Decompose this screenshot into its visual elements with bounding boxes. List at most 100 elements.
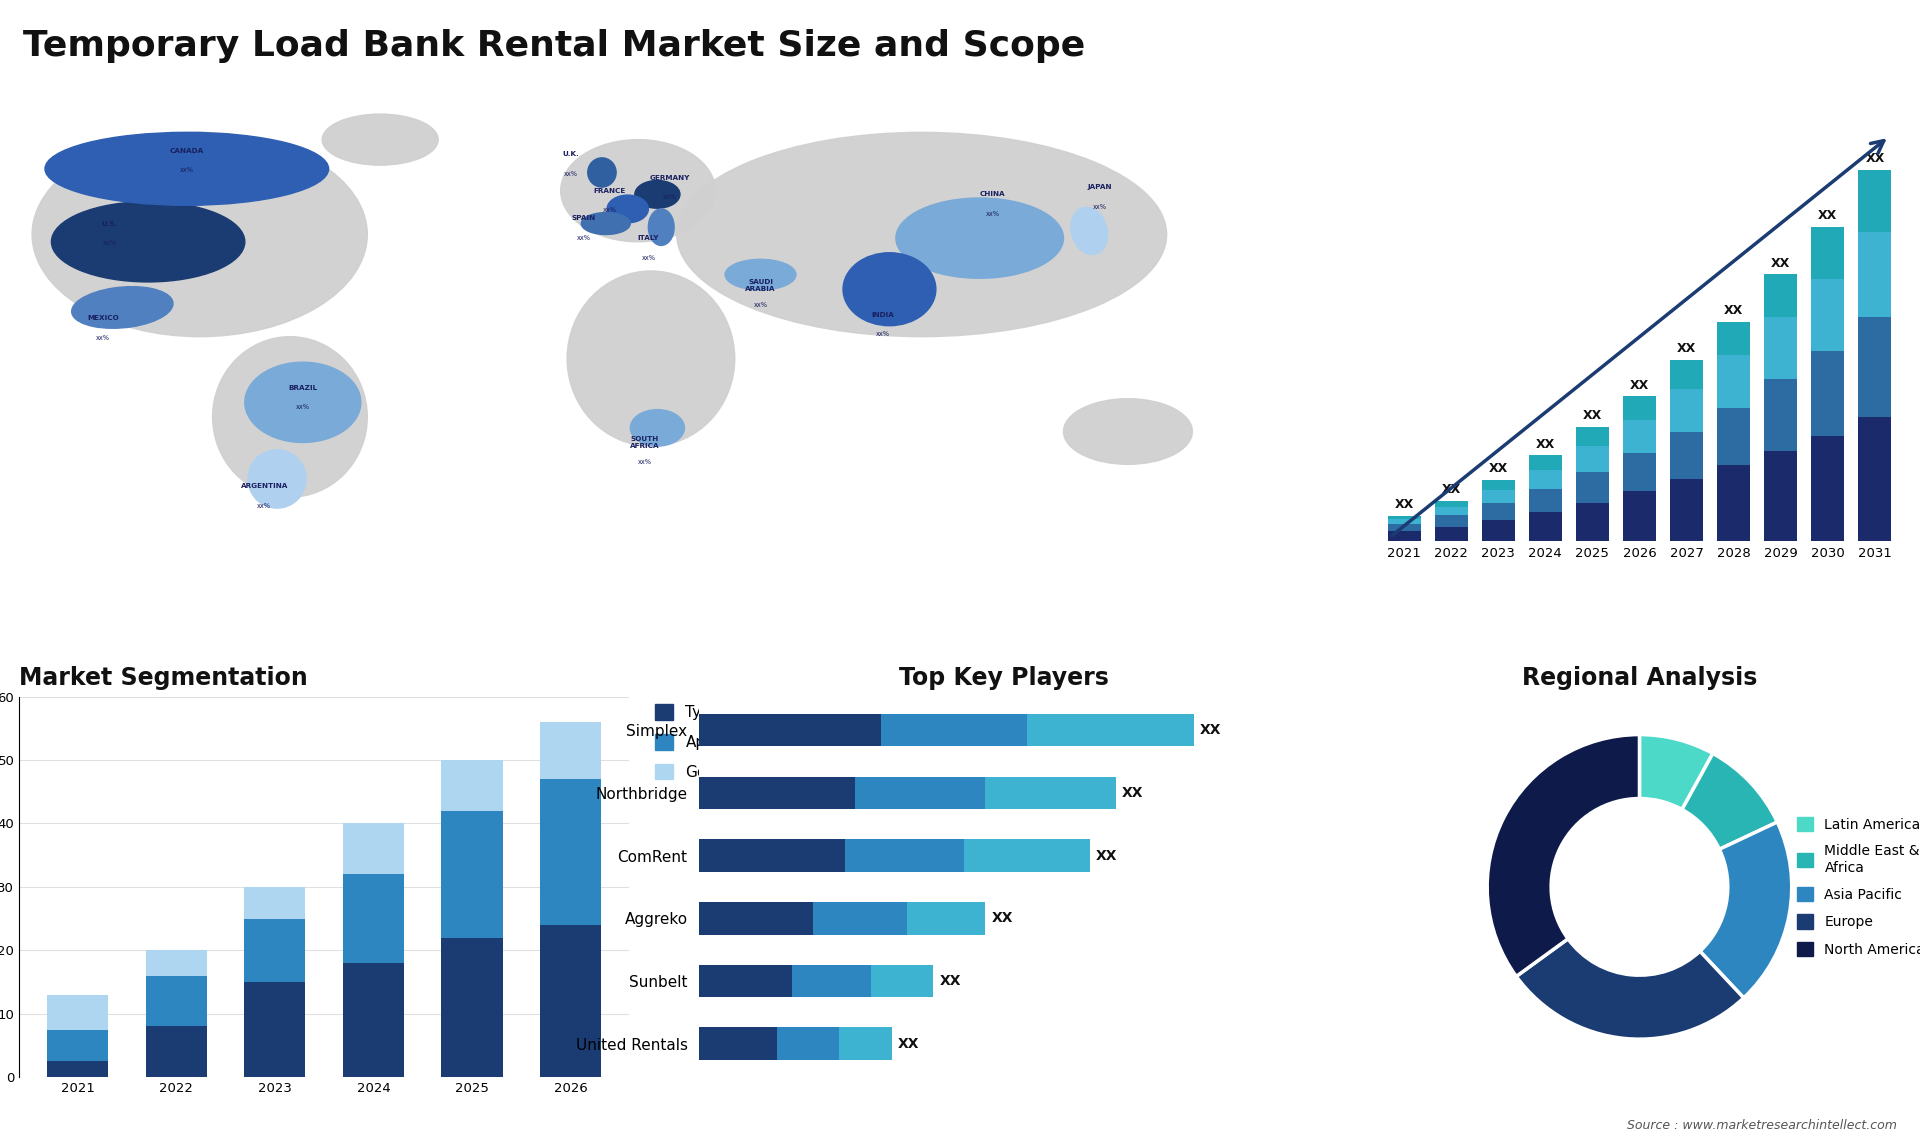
Bar xyxy=(1528,488,1561,512)
Text: XX: XX xyxy=(939,974,960,988)
Bar xyxy=(699,777,854,809)
Bar xyxy=(1388,524,1421,532)
Bar xyxy=(1027,714,1194,746)
Bar xyxy=(540,722,601,779)
Text: U.K.: U.K. xyxy=(563,151,580,157)
Text: GERMANY: GERMANY xyxy=(651,174,691,181)
Wedge shape xyxy=(1682,753,1778,849)
Ellipse shape xyxy=(726,259,797,290)
Text: Market Segmentation: Market Segmentation xyxy=(19,666,307,690)
Ellipse shape xyxy=(607,195,649,222)
Legend: Type, Application, Geography: Type, Application, Geography xyxy=(655,704,772,779)
Text: xx%: xx% xyxy=(876,331,891,337)
Text: xx%: xx% xyxy=(296,405,309,410)
Text: INDIA: INDIA xyxy=(872,312,895,317)
Title: Regional Analysis: Regional Analysis xyxy=(1523,666,1757,690)
Bar xyxy=(1434,501,1467,507)
Bar xyxy=(1528,455,1561,470)
Text: SOUTH
AFRICA: SOUTH AFRICA xyxy=(630,435,659,449)
Wedge shape xyxy=(1488,735,1640,976)
Bar xyxy=(964,839,1089,872)
Bar xyxy=(1811,280,1845,351)
Ellipse shape xyxy=(676,132,1167,337)
Ellipse shape xyxy=(44,132,328,205)
Bar xyxy=(1388,532,1421,541)
Bar xyxy=(814,902,906,934)
Text: xx%: xx% xyxy=(641,254,655,261)
Ellipse shape xyxy=(649,209,674,245)
Bar xyxy=(839,1027,891,1060)
Text: CANADA: CANADA xyxy=(169,148,204,154)
Ellipse shape xyxy=(588,158,616,187)
Text: xx%: xx% xyxy=(180,167,194,173)
Bar xyxy=(1670,360,1703,388)
Text: xx%: xx% xyxy=(1092,204,1106,210)
Wedge shape xyxy=(1640,735,1713,809)
Legend: Latin America, Middle East &
Africa, Asia Pacific, Europe, North America: Latin America, Middle East & Africa, Asi… xyxy=(1791,811,1920,963)
Bar xyxy=(1482,480,1515,489)
Bar xyxy=(1716,322,1751,355)
Bar xyxy=(1764,450,1797,541)
Text: XX: XX xyxy=(1488,462,1507,476)
Bar xyxy=(146,950,207,975)
Text: XX: XX xyxy=(1582,409,1601,422)
Bar xyxy=(1859,170,1891,231)
Bar xyxy=(906,902,985,934)
Bar xyxy=(1670,479,1703,541)
Ellipse shape xyxy=(246,362,361,442)
Ellipse shape xyxy=(71,286,173,328)
Bar xyxy=(46,1029,108,1061)
Bar xyxy=(1576,503,1609,541)
Text: XX: XX xyxy=(1200,723,1221,737)
Text: xx%: xx% xyxy=(257,503,271,509)
Bar xyxy=(1576,472,1609,503)
Bar xyxy=(1859,417,1891,541)
Bar xyxy=(146,1027,207,1077)
Text: ITALY: ITALY xyxy=(637,235,659,241)
Text: XX: XX xyxy=(1676,343,1695,355)
Bar xyxy=(1859,317,1891,417)
Ellipse shape xyxy=(636,180,680,209)
Text: ARGENTINA: ARGENTINA xyxy=(240,484,288,489)
Bar xyxy=(1434,527,1467,541)
Bar xyxy=(778,1027,839,1060)
Bar xyxy=(699,839,845,872)
Ellipse shape xyxy=(33,132,367,337)
Text: XX: XX xyxy=(1630,378,1649,392)
Text: xx%: xx% xyxy=(637,460,651,465)
Text: xx%: xx% xyxy=(102,241,117,246)
Text: XX: XX xyxy=(1394,499,1413,511)
Bar xyxy=(1859,231,1891,317)
Bar xyxy=(1670,388,1703,432)
Bar xyxy=(1764,379,1797,450)
Bar xyxy=(699,965,793,997)
Bar xyxy=(1716,408,1751,465)
Text: XX: XX xyxy=(1724,305,1743,317)
Text: xx%: xx% xyxy=(753,303,768,308)
Ellipse shape xyxy=(248,449,305,508)
Bar xyxy=(1670,432,1703,479)
Bar xyxy=(1811,437,1845,541)
Text: FRANCE: FRANCE xyxy=(593,188,626,194)
Wedge shape xyxy=(1699,822,1791,998)
Bar xyxy=(1811,227,1845,280)
Bar xyxy=(1388,519,1421,524)
Bar xyxy=(442,760,503,810)
Bar xyxy=(1811,351,1845,437)
Bar xyxy=(870,965,933,997)
Bar xyxy=(1622,397,1655,421)
Text: BRAZIL: BRAZIL xyxy=(288,385,317,391)
Bar xyxy=(1528,512,1561,541)
Ellipse shape xyxy=(630,409,684,446)
Bar xyxy=(1576,426,1609,446)
Bar xyxy=(540,779,601,925)
Bar xyxy=(344,963,403,1077)
Bar xyxy=(1482,489,1515,503)
Bar xyxy=(1716,465,1751,541)
Bar xyxy=(442,937,503,1077)
Bar xyxy=(46,995,108,1029)
Text: SAUDI
ARABIA: SAUDI ARABIA xyxy=(745,280,776,292)
Bar xyxy=(344,824,403,874)
Ellipse shape xyxy=(52,202,246,282)
Text: xx%: xx% xyxy=(564,171,578,176)
